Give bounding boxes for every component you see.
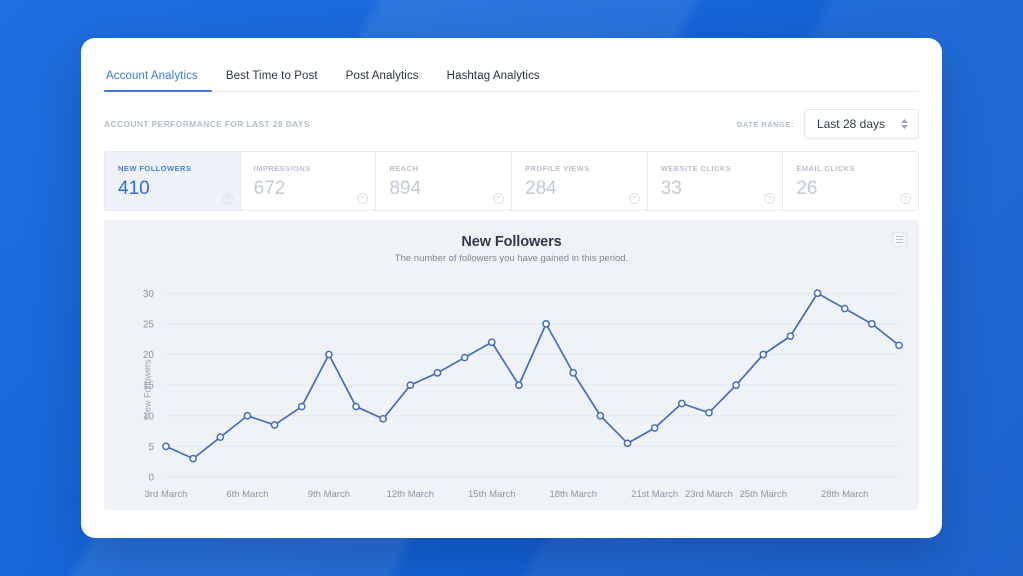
y-axis-tick-label: 15 <box>143 381 155 392</box>
metric-card-new-followers[interactable]: NEW FOLLOWERS 410 ? <box>105 152 241 210</box>
tab-account-analytics[interactable]: Account Analytics <box>104 70 212 92</box>
tab-label: Best Time to Post <box>225 70 318 82</box>
x-axis-tick-label: 3rd March <box>145 489 188 500</box>
data-point[interactable] <box>379 414 388 423</box>
plot-area: New Followers 0 5 10 15 20 25 30 3rd March 6th M… <box>104 273 919 505</box>
data-point[interactable] <box>705 408 713 417</box>
metric-value: 410 <box>118 178 150 199</box>
data-point[interactable] <box>270 421 279 429</box>
x-axis-tick-label: 28th March <box>821 489 869 500</box>
metric-value: 284 <box>525 178 557 199</box>
metric-label: IMPRESSIONS <box>253 164 311 173</box>
data-point[interactable] <box>759 350 768 359</box>
info-icon[interactable]: ? <box>628 193 640 204</box>
tab-best-time-to-post[interactable]: Best Time to Post <box>212 70 332 91</box>
metric-label: NEW FOLLOWERS <box>118 164 192 173</box>
data-point[interactable] <box>406 381 415 389</box>
metric-card-profile-views[interactable]: PROFILE VIEWS 284 ? <box>512 152 648 210</box>
window-inner: Account Analytics Best Time to Post Post… <box>81 38 942 510</box>
metric-value: 26 <box>796 178 818 199</box>
info-icon[interactable]: ? <box>493 193 505 204</box>
data-point[interactable] <box>895 341 903 350</box>
date-range-control: DATE RANGE: Last 28 days <box>737 109 919 139</box>
y-axis-tick-label: 0 <box>148 473 154 484</box>
data-point[interactable] <box>840 304 849 313</box>
y-axis-tick-label: 20 <box>143 350 155 361</box>
data-point[interactable] <box>216 433 225 442</box>
y-axis-tick-label: 5 <box>148 442 154 453</box>
info-icon[interactable]: ? <box>221 193 233 204</box>
x-axis-tick-label: 12th March <box>387 489 435 500</box>
metric-card-email-clicks[interactable]: EMAIL CLICKS 26 ? <box>783 152 918 210</box>
x-axis-tick-label: 25th March <box>739 489 787 500</box>
analytics-window: Account Analytics Best Time to Post Post… <box>81 38 942 538</box>
data-point[interactable] <box>487 338 496 347</box>
tab-post-analytics[interactable]: Post Analytics <box>332 70 433 91</box>
date-range-value: Last 28 days <box>816 117 885 131</box>
data-point[interactable] <box>542 320 550 328</box>
metric-value: 672 <box>253 178 286 199</box>
metric-label: EMAIL CLICKS <box>796 164 855 173</box>
data-point[interactable] <box>297 402 306 411</box>
chart-title: New Followers <box>461 234 562 250</box>
y-axis-title: New Followers <box>142 359 153 419</box>
data-point[interactable] <box>352 402 360 411</box>
data-point[interactable] <box>677 399 686 408</box>
chart-subtitle: The number of followers you have gained … <box>394 253 629 264</box>
tab-label: Account Analytics <box>106 70 198 82</box>
date-range-label: DATE RANGE: <box>736 119 794 129</box>
data-point[interactable] <box>596 411 605 420</box>
data-point[interactable] <box>569 369 578 377</box>
metric-label: PROFILE VIEWS <box>525 164 590 173</box>
data-line <box>165 292 900 460</box>
metric-value: 33 <box>660 178 682 199</box>
account-performance-label: ACCOUNT PERFORMANCE FOR LAST 28 DAYS <box>104 119 310 129</box>
tab-bar: Account Analytics Best Time to Post Post… <box>104 58 919 92</box>
data-point[interactable] <box>460 353 469 362</box>
x-axis-tick-label: 18th March <box>549 489 597 500</box>
hamburger-lines-icon <box>896 239 903 240</box>
y-axis-tick-label: 25 <box>143 319 155 330</box>
info-icon[interactable]: ? <box>764 193 776 204</box>
x-axis-tick-label: 23rd March <box>685 489 733 500</box>
data-point[interactable] <box>162 442 170 451</box>
metric-label: WEBSITE CLICKS <box>660 164 732 173</box>
chart-menu-icon[interactable] <box>892 232 907 247</box>
subheader-row: ACCOUNT PERFORMANCE FOR LAST 28 DAYS DAT… <box>104 109 919 139</box>
tab-label: Post Analytics <box>345 70 419 82</box>
info-icon[interactable]: ? <box>357 193 369 204</box>
x-axis-tick-label: 6th March <box>226 489 268 500</box>
data-point[interactable] <box>243 411 252 420</box>
x-axis-tick-label: 15th March <box>468 489 516 500</box>
metric-card-website-clicks[interactable]: WEBSITE CLICKS 33 ? <box>648 152 784 210</box>
data-point[interactable] <box>325 350 333 359</box>
metric-value: 894 <box>389 178 422 199</box>
y-axis-tick-label: 10 <box>143 411 155 422</box>
chart-panel: New Followers The number of followers yo… <box>104 220 919 510</box>
data-point[interactable] <box>623 439 632 448</box>
data-point[interactable] <box>189 454 197 463</box>
data-point[interactable] <box>433 369 442 377</box>
x-axis-tick-label: 21st March <box>631 489 678 500</box>
info-icon[interactable]: ? <box>900 193 912 204</box>
metric-card-reach[interactable]: REACH 894 ? <box>376 152 513 210</box>
date-range-select[interactable]: Last 28 days <box>803 109 919 139</box>
metric-label: REACH <box>389 164 419 173</box>
data-point[interactable] <box>786 332 795 340</box>
data-point[interactable] <box>650 424 659 432</box>
metric-card-impressions[interactable]: IMPRESSIONS 672 ? <box>241 152 377 210</box>
line-chart: 0 5 10 15 20 25 30 3rd March 6th March 9th March 1… <box>143 289 903 500</box>
y-axis-tick-label: 30 <box>143 289 155 300</box>
data-point[interactable] <box>868 320 876 328</box>
data-point[interactable] <box>515 381 523 389</box>
updown-arrows-icon <box>901 119 908 129</box>
tab-hashtag-analytics[interactable]: Hashtag Analytics <box>433 70 554 91</box>
data-point[interactable] <box>732 381 740 389</box>
x-axis-tick-label: 9th March <box>308 489 350 500</box>
metric-cards: NEW FOLLOWERS 410 ? IMPRESSIONS 672 ? RE… <box>104 151 919 211</box>
data-point[interactable] <box>813 289 822 298</box>
tab-label: Hashtag Analytics <box>446 70 540 82</box>
